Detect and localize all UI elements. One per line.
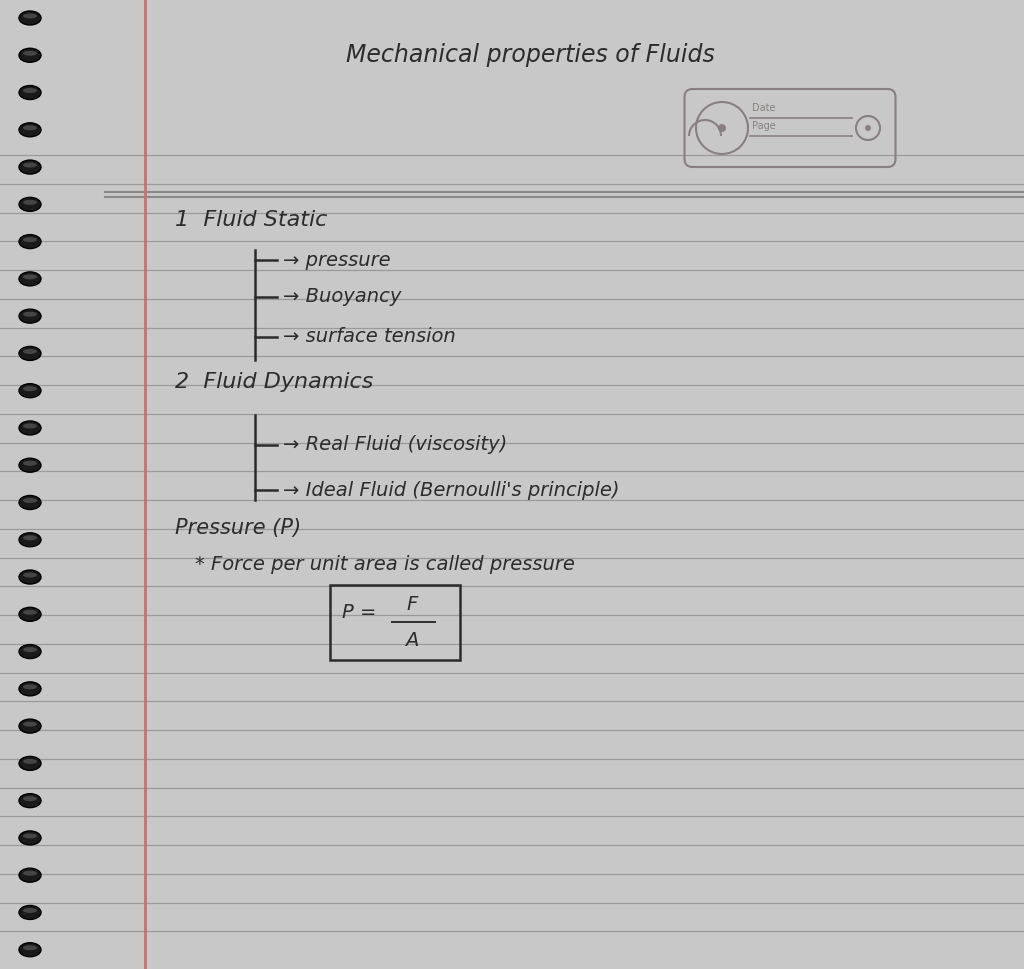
Ellipse shape <box>23 759 37 764</box>
Text: → surface tension: → surface tension <box>283 328 456 347</box>
Ellipse shape <box>19 309 41 323</box>
Ellipse shape <box>19 831 41 845</box>
Ellipse shape <box>19 11 41 25</box>
Ellipse shape <box>23 610 37 614</box>
Ellipse shape <box>19 644 41 659</box>
Text: 1  Fluid Static: 1 Fluid Static <box>175 210 328 230</box>
Ellipse shape <box>19 421 41 435</box>
Ellipse shape <box>23 387 37 391</box>
Ellipse shape <box>23 722 37 727</box>
Ellipse shape <box>23 237 37 242</box>
Ellipse shape <box>23 647 37 652</box>
Ellipse shape <box>19 160 41 174</box>
Text: → Real Fluid (viscosity): → Real Fluid (viscosity) <box>283 435 507 454</box>
Ellipse shape <box>865 125 871 131</box>
Text: Page: Page <box>752 121 776 131</box>
Ellipse shape <box>23 200 37 204</box>
Ellipse shape <box>19 272 41 286</box>
Ellipse shape <box>23 163 37 168</box>
Text: Mechanical properties of Fluids: Mechanical properties of Fluids <box>346 43 715 67</box>
Ellipse shape <box>19 608 41 621</box>
Text: 2  Fluid Dynamics: 2 Fluid Dynamics <box>175 372 374 392</box>
Ellipse shape <box>23 945 37 951</box>
Ellipse shape <box>19 533 41 547</box>
Text: → Ideal Fluid (Bernoulli's principle): → Ideal Fluid (Bernoulli's principle) <box>283 481 620 499</box>
Ellipse shape <box>23 573 37 578</box>
Ellipse shape <box>718 124 726 132</box>
Ellipse shape <box>23 125 37 130</box>
Ellipse shape <box>19 943 41 956</box>
Ellipse shape <box>23 535 37 541</box>
Ellipse shape <box>19 495 41 510</box>
Ellipse shape <box>23 498 37 503</box>
Ellipse shape <box>23 349 37 354</box>
Ellipse shape <box>23 684 37 689</box>
Ellipse shape <box>19 868 41 882</box>
Text: * Force per unit area is called pressure: * Force per unit area is called pressure <box>195 555 574 575</box>
Ellipse shape <box>19 85 41 100</box>
Ellipse shape <box>23 50 37 56</box>
Ellipse shape <box>19 384 41 397</box>
Ellipse shape <box>23 88 37 93</box>
Ellipse shape <box>19 458 41 472</box>
Ellipse shape <box>23 274 37 279</box>
Text: → pressure: → pressure <box>283 251 390 269</box>
Text: → Buoyancy: → Buoyancy <box>283 288 401 306</box>
Text: A: A <box>406 631 419 649</box>
Ellipse shape <box>19 682 41 696</box>
Ellipse shape <box>23 871 37 876</box>
Ellipse shape <box>19 198 41 211</box>
Ellipse shape <box>23 14 37 18</box>
Ellipse shape <box>23 908 37 913</box>
Ellipse shape <box>19 905 41 920</box>
Ellipse shape <box>23 797 37 801</box>
Text: P =: P = <box>342 604 383 622</box>
Ellipse shape <box>19 234 41 249</box>
Ellipse shape <box>23 423 37 428</box>
Text: Pressure (P): Pressure (P) <box>175 518 301 538</box>
Ellipse shape <box>19 794 41 807</box>
Ellipse shape <box>19 757 41 770</box>
Text: Date: Date <box>752 103 775 113</box>
Ellipse shape <box>23 833 37 838</box>
Ellipse shape <box>19 719 41 734</box>
Ellipse shape <box>19 347 41 360</box>
Ellipse shape <box>23 460 37 466</box>
Ellipse shape <box>23 312 37 317</box>
Ellipse shape <box>19 570 41 584</box>
Ellipse shape <box>19 123 41 137</box>
Text: F: F <box>407 596 418 614</box>
Ellipse shape <box>19 48 41 62</box>
